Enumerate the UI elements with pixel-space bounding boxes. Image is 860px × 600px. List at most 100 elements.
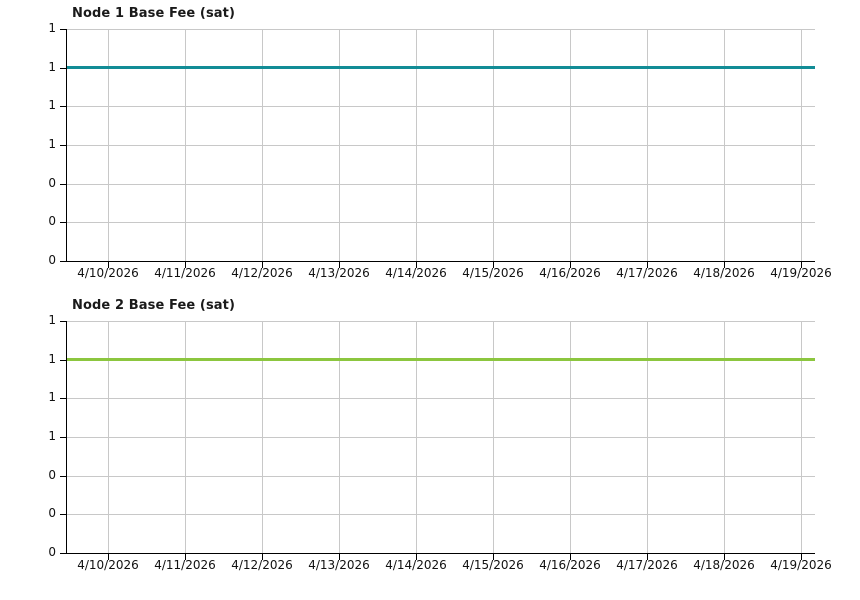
gridline-vertical <box>339 29 340 261</box>
data-point-marker <box>107 358 110 362</box>
plot-area <box>67 321 815 553</box>
x-axis-tick <box>647 262 648 268</box>
y-axis-label: 1 <box>48 429 56 443</box>
data-point-marker <box>646 66 649 70</box>
gridline-horizontal <box>67 145 815 146</box>
x-axis-tick <box>647 554 648 560</box>
x-axis-line <box>66 261 815 262</box>
gridline-vertical <box>724 321 725 553</box>
x-axis-tick <box>570 554 571 560</box>
data-point-marker <box>569 358 572 362</box>
x-axis-label: 4/19/2026 <box>770 266 832 280</box>
y-axis-tick <box>60 360 67 361</box>
gridline-vertical <box>108 29 109 261</box>
x-axis-tick <box>493 554 494 560</box>
x-axis-label: 4/16/2026 <box>539 266 601 280</box>
data-point-marker <box>723 66 726 70</box>
x-axis-label: 4/12/2026 <box>231 558 293 572</box>
gridline-vertical <box>801 321 802 553</box>
y-axis-tick <box>60 398 67 399</box>
gridline-vertical <box>416 29 417 261</box>
series-line <box>67 358 815 362</box>
x-axis-tick <box>570 262 571 268</box>
y-axis-label: 0 <box>48 545 56 559</box>
gridline-vertical <box>724 29 725 261</box>
y-axis-tick <box>60 476 67 477</box>
x-axis-tick <box>185 262 186 268</box>
gridline-horizontal <box>67 222 815 223</box>
gridline-horizontal <box>67 476 815 477</box>
x-axis-tick <box>493 262 494 268</box>
plot-area <box>67 29 815 261</box>
gridline-vertical <box>108 321 109 553</box>
x-axis-tick <box>801 554 802 560</box>
gridline-horizontal <box>67 106 815 107</box>
x-axis-label: 4/10/2026 <box>77 558 139 572</box>
x-axis-tick <box>339 262 340 268</box>
y-axis-label: 1 <box>48 60 56 74</box>
x-axis-label: 4/13/2026 <box>308 266 370 280</box>
data-point-marker <box>492 66 495 70</box>
chart-panel-node-1: Node 1 Base Fee (sat) 1 1 1 1 0 0 0 4/10/2026 4/… <box>0 0 860 292</box>
x-axis-tick <box>724 554 725 560</box>
x-axis-label: 4/11/2026 <box>154 558 216 572</box>
y-axis-tick <box>60 145 67 146</box>
gridline-horizontal <box>67 29 815 30</box>
data-point-marker <box>800 358 803 362</box>
y-axis-tick <box>60 321 67 322</box>
x-axis-label: 4/16/2026 <box>539 558 601 572</box>
gridline-vertical <box>416 321 417 553</box>
data-point-marker <box>261 66 264 70</box>
data-point-marker <box>646 358 649 362</box>
y-axis-label: 0 <box>48 176 56 190</box>
chart-title: Node 2 Base Fee (sat) <box>72 298 236 313</box>
data-point-marker <box>415 66 418 70</box>
y-axis-tick <box>60 184 67 185</box>
gridline-horizontal <box>67 184 815 185</box>
gridline-horizontal <box>67 321 815 322</box>
y-axis-label: 0 <box>48 214 56 228</box>
y-axis-label: 1 <box>48 390 56 404</box>
data-point-marker <box>415 358 418 362</box>
gridline-vertical <box>339 321 340 553</box>
y-axis-label: 1 <box>48 137 56 151</box>
x-axis-tick <box>262 554 263 560</box>
y-axis-tick <box>60 514 67 515</box>
data-point-marker <box>261 358 264 362</box>
data-point-marker <box>723 358 726 362</box>
y-axis-tick <box>60 68 67 69</box>
gridline-vertical <box>647 321 648 553</box>
x-axis-tick <box>108 554 109 560</box>
x-axis-tick <box>416 262 417 268</box>
y-axis-label: 0 <box>48 468 56 482</box>
gridline-vertical <box>185 29 186 261</box>
y-axis-tick <box>60 553 67 554</box>
y-axis-label: 1 <box>48 98 56 112</box>
x-axis-label: 4/13/2026 <box>308 558 370 572</box>
y-axis-tick <box>60 222 67 223</box>
x-axis-label: 4/10/2026 <box>77 266 139 280</box>
y-axis-label: 0 <box>48 506 56 520</box>
x-axis-tick <box>339 554 340 560</box>
x-axis-tick <box>262 262 263 268</box>
data-point-marker <box>569 66 572 70</box>
gridline-horizontal <box>67 398 815 399</box>
x-axis-label: 4/11/2026 <box>154 266 216 280</box>
y-axis-tick <box>60 261 67 262</box>
data-point-marker <box>184 358 187 362</box>
x-axis-label: 4/18/2026 <box>693 266 755 280</box>
x-axis-tick <box>801 262 802 268</box>
x-axis-label: 4/14/2026 <box>385 558 447 572</box>
data-point-marker <box>107 66 110 70</box>
y-axis-label: 1 <box>48 352 56 366</box>
y-axis-label: 1 <box>48 313 56 327</box>
x-axis-tick <box>185 554 186 560</box>
gridline-vertical <box>570 29 571 261</box>
gridline-horizontal <box>67 437 815 438</box>
x-axis-label: 4/15/2026 <box>462 558 524 572</box>
data-point-marker <box>800 66 803 70</box>
gridline-vertical <box>801 29 802 261</box>
y-axis-label: 1 <box>48 21 56 35</box>
gridline-vertical <box>570 321 571 553</box>
